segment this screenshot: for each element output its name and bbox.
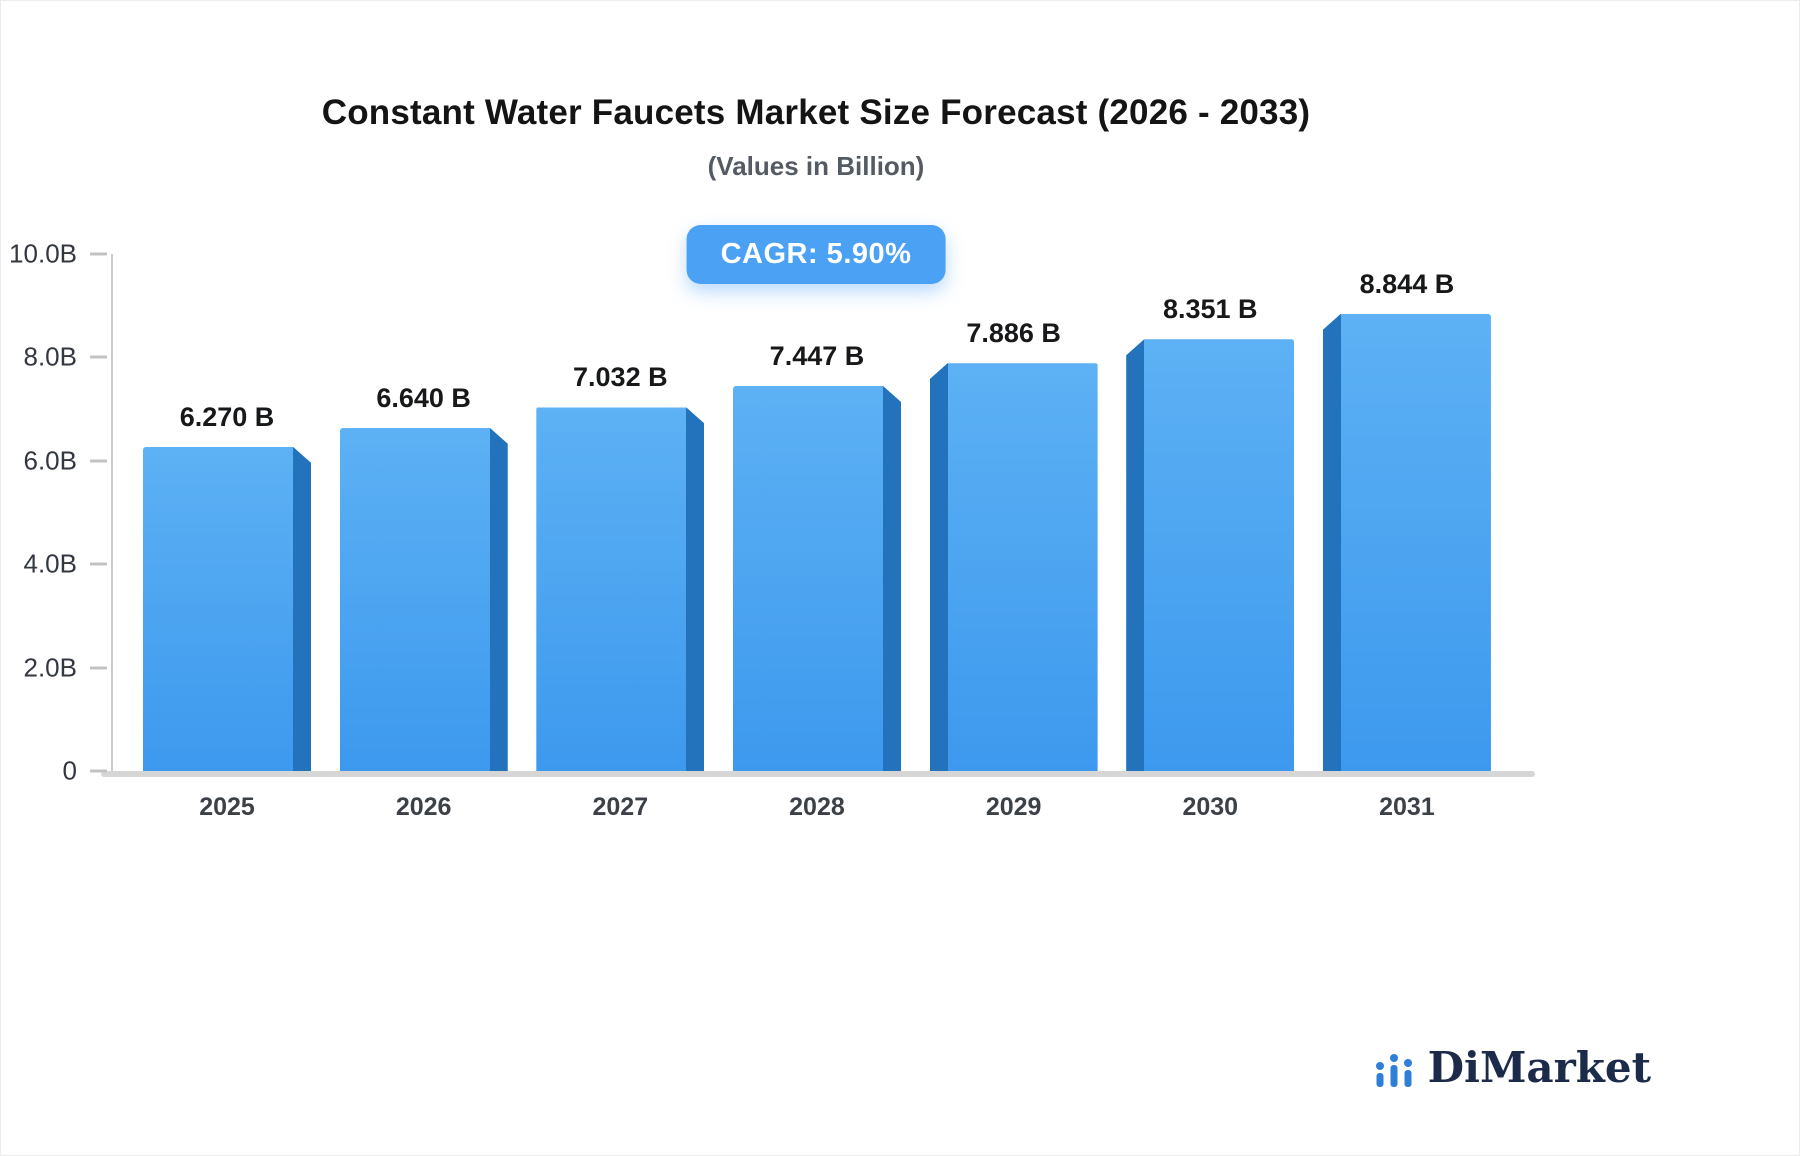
x-axis-label: 2026 <box>395 793 452 821</box>
y-tick-label: 6.0B <box>23 445 78 476</box>
x-axis-label: 2030 <box>1182 793 1239 821</box>
x-axis-label: 2031 <box>1379 793 1435 821</box>
chart-subtitle: (Values in Billion) <box>707 151 925 181</box>
y-tick-mark <box>90 459 107 463</box>
bar-group: 6.640 B 2026 <box>340 254 508 821</box>
bar-value-label: 7.032 B <box>573 362 668 393</box>
dimarket-bars-icon <box>1375 1054 1412 1087</box>
x-axis-label: 2027 <box>592 793 649 821</box>
bar-2031 <box>1322 313 1491 771</box>
y-tick-label: 8.0B <box>23 341 78 372</box>
bar-value-label: 7.447 B <box>769 341 865 371</box>
bar-2027 <box>536 407 704 771</box>
y-tick-mark <box>90 666 107 670</box>
y-tick-mark <box>90 355 107 359</box>
bar-2030 <box>1126 339 1295 771</box>
bar-group: 7.032 B 2027 <box>536 254 704 821</box>
x-axis-label: 2029 <box>985 793 1042 821</box>
bar-value-label: 8.351 B <box>1162 294 1258 325</box>
brand-logo: DiMarket <box>1372 1043 1651 1089</box>
bar-value-label: 8.844 B <box>1359 268 1455 299</box>
y-tick-mark <box>90 252 107 256</box>
chart-title: Constant Water Faucets Market Size Forec… <box>321 93 1311 132</box>
x-axis-line <box>101 771 1535 777</box>
y-tick-mark <box>90 562 107 566</box>
y-tick-mark <box>90 769 107 773</box>
bar-group: 8.351 B 2030 <box>1126 254 1295 821</box>
bar-2028 <box>733 386 901 771</box>
bar-value-label: 6.270 B <box>179 401 275 432</box>
bar-value-label: 7.886 B <box>966 318 1061 349</box>
bar-value-label: 6.640 B <box>376 382 471 413</box>
y-tick-label: 4.0B <box>23 548 78 579</box>
x-axis-label: 2028 <box>789 793 845 821</box>
bar-group: 7.447 B 2028 <box>733 254 901 821</box>
logo-text: DiMarket <box>1427 1043 1651 1092</box>
bar-group: 8.844 B 2031 <box>1322 254 1491 821</box>
y-tick-label: 0 <box>62 755 77 786</box>
bar-group: 7.886 B 2029 <box>929 254 1098 821</box>
y-tick-label: 2.0B <box>23 652 78 683</box>
bar-2025 <box>143 447 311 771</box>
x-axis-label: 2025 <box>199 793 255 821</box>
bar-group: 6.270 B 2025 <box>143 254 311 821</box>
bar-2029 <box>929 363 1098 771</box>
cagr-badge: CAGR: 5.90% <box>686 225 946 284</box>
bars-container: 6.270 B 2025 6.640 B 2026 7.032 B 2027 7.447 B… <box>113 254 1521 821</box>
plot-area: 6.270 B 2025 6.640 B 2026 7.032 B 2027 7.447 B… <box>9 239 1535 821</box>
y-tick-label: 10.0B <box>9 238 77 269</box>
bar-2026 <box>340 428 508 771</box>
chart-header: Constant Water Faucets Market Size Forec… <box>111 93 1521 182</box>
